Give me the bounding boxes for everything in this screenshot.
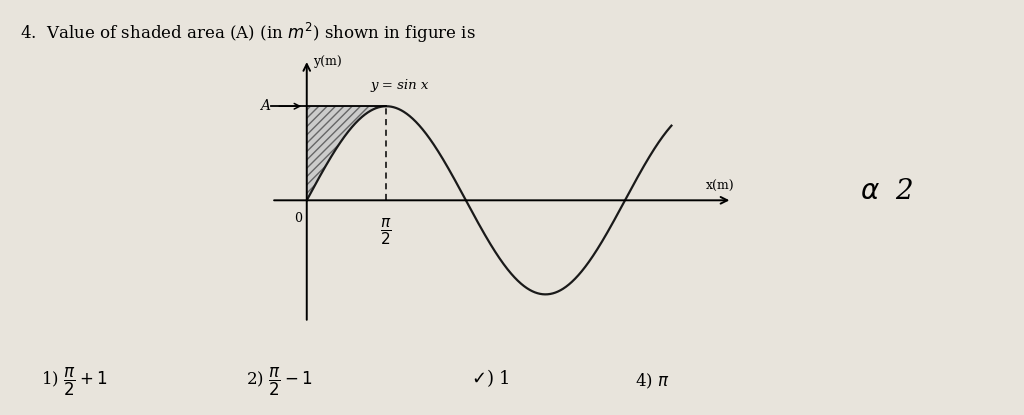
Text: y = sin x: y = sin x — [370, 79, 428, 92]
Text: $\checkmark$) 1: $\checkmark$) 1 — [471, 367, 510, 388]
Text: A: A — [260, 99, 270, 113]
Text: $\alpha$  2: $\alpha$ 2 — [860, 178, 914, 205]
Text: 4.  Value of shaded area (A) (in $m^2$) shown in figure is: 4. Value of shaded area (A) (in $m^2$) s… — [20, 21, 476, 45]
Text: y(m): y(m) — [313, 54, 342, 68]
Text: 2) $\dfrac{\pi}{2}-1$: 2) $\dfrac{\pi}{2}-1$ — [246, 366, 312, 398]
Text: 0: 0 — [294, 212, 302, 225]
Text: x(m): x(m) — [707, 180, 735, 193]
Text: 4) $\pi$: 4) $\pi$ — [635, 372, 670, 391]
Text: 1) $\dfrac{\pi}{2}+1$: 1) $\dfrac{\pi}{2}+1$ — [41, 366, 108, 398]
Text: $\dfrac{\pi}{2}$: $\dfrac{\pi}{2}$ — [381, 217, 392, 247]
